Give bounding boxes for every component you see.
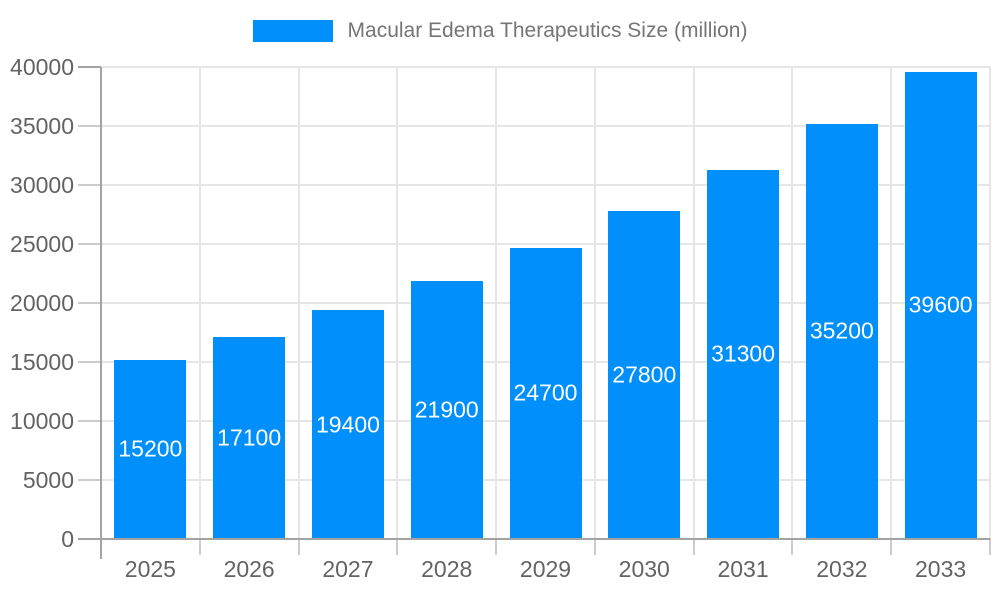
x-axis-label-2033: 2033	[915, 556, 967, 582]
x-axis-label-2031: 2031	[717, 556, 769, 582]
gridline-horizontal	[101, 66, 990, 68]
bar-value-label-2025: 15200	[118, 435, 183, 462]
x-axis-tick	[297, 538, 300, 555]
x-axis-tick	[890, 538, 893, 555]
bar-2025[interactable]: 15200	[114, 359, 187, 539]
y-axis-tick	[78, 125, 101, 127]
bar-2031[interactable]: 31300	[707, 169, 780, 539]
x-axis-tick	[495, 538, 498, 555]
bar-value-label-2033: 39600	[908, 291, 973, 318]
x-axis-label-2026: 2026	[223, 556, 275, 582]
y-axis-label-35000: 35000	[10, 113, 74, 139]
bar-value-label-2029: 24700	[513, 379, 578, 406]
y-axis-label-25000: 25000	[10, 231, 74, 257]
bar-2027[interactable]: 19400	[311, 310, 384, 539]
gridline-vertical	[297, 67, 300, 539]
gridline-vertical	[890, 67, 893, 539]
y-axis-tick	[78, 302, 101, 304]
gridline-horizontal	[101, 184, 990, 186]
bar-2029[interactable]: 24700	[509, 247, 582, 539]
bar-value-label-2028: 21900	[414, 396, 479, 423]
y-axis-tick	[78, 243, 101, 245]
y-axis-label-15000: 15000	[10, 349, 74, 375]
y-axis-tick	[78, 479, 101, 481]
x-axis-label-2025: 2025	[124, 556, 176, 582]
x-axis-label-2029: 2029	[519, 556, 572, 582]
bar-2032[interactable]: 35200	[805, 123, 878, 539]
gridline-vertical	[989, 67, 991, 539]
x-axis-tick	[593, 538, 596, 555]
gridline-vertical	[495, 67, 498, 539]
bar-value-label-2027: 19400	[315, 411, 380, 438]
bar-2033[interactable]: 39600	[904, 71, 977, 539]
x-axis-label-2027: 2027	[322, 556, 374, 582]
bar-value-label-2026: 17100	[217, 424, 282, 451]
legend-marker	[252, 20, 333, 42]
bar-value-label-2031: 31300	[711, 340, 776, 367]
y-axis-label-30000: 30000	[10, 172, 74, 198]
x-axis-tick	[396, 538, 399, 555]
bar-value-label-2032: 35200	[809, 317, 874, 344]
x-axis-tick	[198, 538, 201, 555]
bar-2028[interactable]: 21900	[410, 280, 483, 539]
gridline-horizontal	[101, 243, 990, 245]
y-axis-label-40000: 40000	[10, 54, 74, 80]
bar-2026[interactable]: 17100	[213, 337, 286, 539]
y-axis-label-5000: 5000	[22, 467, 74, 493]
y-axis-tick	[78, 66, 101, 68]
y-axis-line	[100, 67, 102, 559]
gridline-vertical	[791, 67, 794, 539]
legend[interactable]: Macular Edema Therapeutics Size (million…	[0, 20, 1000, 42]
y-axis-tick	[78, 184, 101, 186]
x-axis-tick	[692, 538, 695, 555]
gridline-vertical	[692, 67, 695, 539]
legend-label: Macular Edema Therapeutics Size (million…	[347, 19, 748, 42]
gridline-vertical	[198, 67, 201, 539]
x-axis-label-2028: 2028	[421, 556, 473, 582]
y-axis-tick	[78, 420, 101, 422]
x-axis-tick	[791, 538, 794, 555]
x-axis-line	[78, 538, 990, 540]
gridline-horizontal	[101, 125, 990, 127]
x-axis-label-2032: 2032	[816, 556, 868, 582]
x-axis-tick	[989, 538, 991, 555]
x-axis-label-2030: 2030	[618, 556, 670, 582]
y-axis-label-0: 0	[61, 526, 74, 552]
y-axis-label-20000: 20000	[10, 290, 74, 316]
y-axis-label-10000: 10000	[10, 408, 74, 434]
y-axis-tick	[78, 361, 101, 363]
gridline-vertical	[396, 67, 399, 539]
bar-value-label-2030: 27800	[612, 361, 677, 388]
gridline-vertical	[593, 67, 596, 539]
bar-2030[interactable]: 27800	[608, 210, 681, 539]
